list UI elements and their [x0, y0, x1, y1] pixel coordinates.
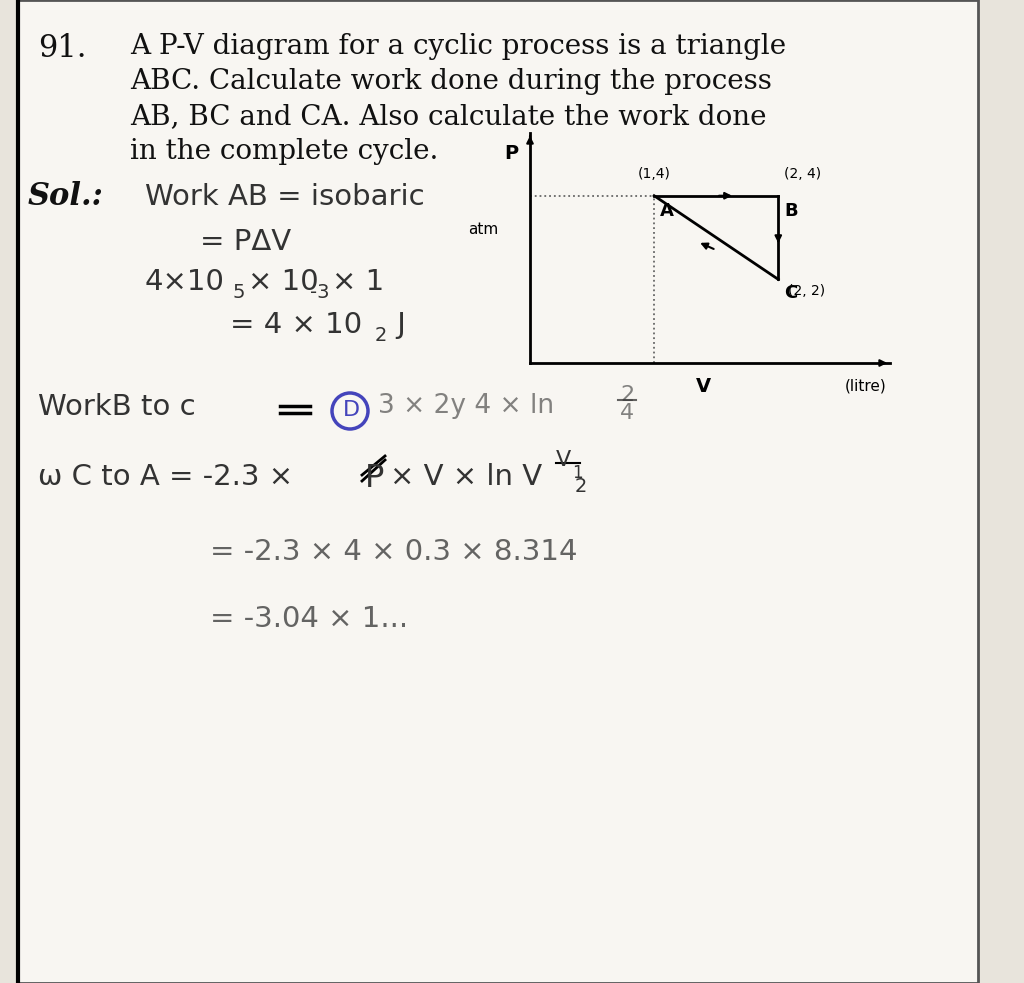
Text: × 10: × 10: [248, 268, 318, 296]
Text: = PΔV: = PΔV: [200, 228, 291, 256]
Text: AB, BC and CA. Also calculate the work done: AB, BC and CA. Also calculate the work d…: [130, 103, 767, 130]
Text: x = V: x = V: [590, 175, 663, 201]
Text: 2: 2: [620, 385, 634, 405]
Text: ω C to A = -2.3 ×: ω C to A = -2.3 ×: [38, 463, 293, 491]
Text: 2: 2: [575, 477, 588, 496]
Text: A P-V diagram for a cyclic process is a triangle: A P-V diagram for a cyclic process is a …: [130, 33, 786, 60]
Text: P: P: [504, 145, 518, 163]
Text: = -2.3 × 4 × 0.3 × 8.314: = -2.3 × 4 × 0.3 × 8.314: [210, 538, 578, 566]
Text: Work AB = isobaric: Work AB = isobaric: [145, 183, 425, 211]
Text: J: J: [388, 311, 406, 339]
Text: 4: 4: [620, 403, 634, 423]
Text: B: B: [784, 202, 798, 220]
Text: C: C: [784, 283, 798, 302]
Text: × V × ln V: × V × ln V: [390, 463, 542, 491]
Text: (litre): (litre): [845, 378, 886, 393]
Text: ABC. Calculate work done during the process: ABC. Calculate work done during the proc…: [130, 68, 772, 95]
Text: 91.: 91.: [38, 33, 86, 64]
Text: (1,4): (1,4): [638, 167, 671, 181]
Text: (2, 4): (2, 4): [784, 167, 821, 181]
Text: D: D: [343, 400, 360, 420]
Text: atm: atm: [468, 222, 498, 237]
Text: 3 × 2y 4 × ln: 3 × 2y 4 × ln: [378, 393, 554, 419]
Text: 1: 1: [572, 464, 583, 482]
Text: in the complete cycle.: in the complete cycle.: [130, 138, 438, 165]
Text: -3: -3: [310, 283, 330, 302]
Text: P: P: [365, 463, 384, 494]
Text: A: A: [660, 202, 674, 220]
Text: Sol.:: Sol.:: [28, 181, 103, 212]
Text: 4×10: 4×10: [145, 268, 225, 296]
Text: V: V: [556, 450, 571, 470]
Text: = -3.04 × 1...: = -3.04 × 1...: [210, 605, 409, 633]
Text: WorkB to c: WorkB to c: [38, 393, 196, 421]
Text: = 4 × 10: = 4 × 10: [230, 311, 362, 339]
Text: 2: 2: [375, 326, 387, 345]
Text: 5: 5: [233, 283, 246, 302]
Text: (2, 2): (2, 2): [788, 283, 825, 298]
Text: y = P: y = P: [590, 213, 660, 239]
Text: V: V: [696, 376, 712, 395]
Text: × 1: × 1: [332, 268, 384, 296]
